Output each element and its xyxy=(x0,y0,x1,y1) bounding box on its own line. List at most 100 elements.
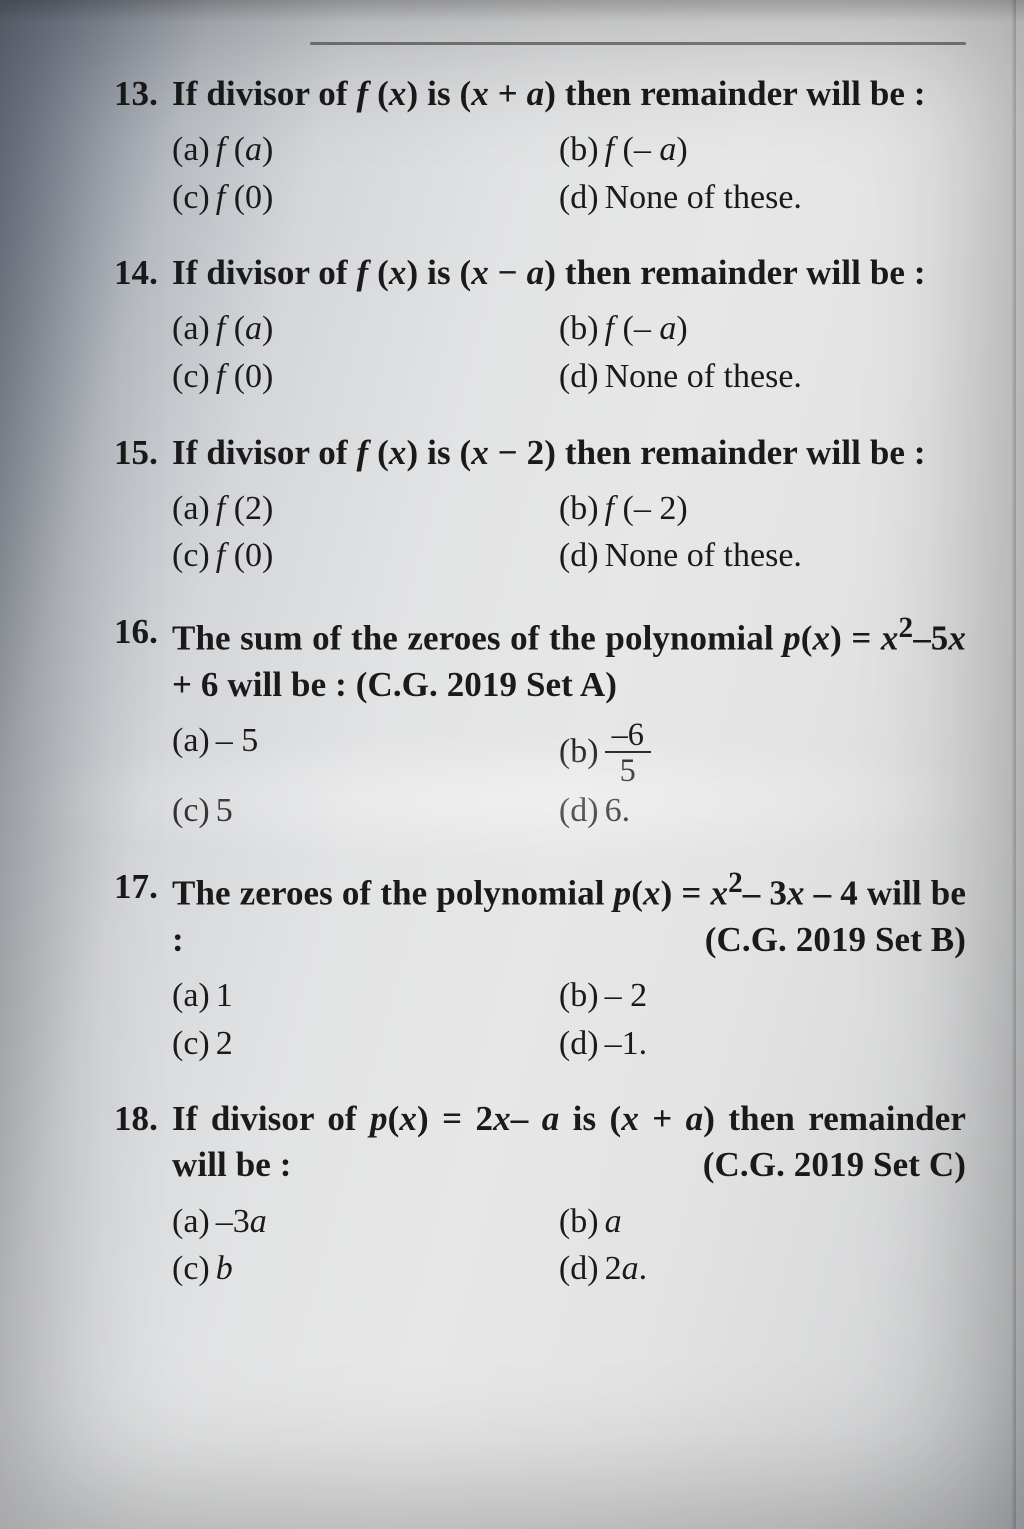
option-label: (b) xyxy=(559,1203,599,1240)
option: (b)f (– a) xyxy=(559,306,966,352)
question: 13. If divisor of f (x) is (x + a) then r… xyxy=(100,71,966,220)
question-stem: 18. If divisor of p(x) = 2x– a is (x + a)… xyxy=(100,1096,966,1188)
question-number: 18. xyxy=(100,1096,158,1142)
question-stem: 13. If divisor of f (x) is (x + a) then r… xyxy=(100,71,966,117)
option-label: (b) xyxy=(559,490,599,527)
option-label: (b) xyxy=(559,733,599,770)
option-text: f (2) xyxy=(216,490,274,527)
option-text: None of these. xyxy=(605,537,802,574)
option-text: f (– 2) xyxy=(605,490,688,527)
question-stem: 17. The zeroes of the polynomial p(x) = x… xyxy=(100,864,966,963)
option-list: (a)1(b)– 2(c)2(d)–1. xyxy=(172,973,966,1066)
question-number: 16. xyxy=(100,609,158,655)
question-text: If divisor of f (x) is (x − 2) then rema… xyxy=(172,430,966,476)
option: (c)f (0) xyxy=(172,354,549,400)
option-text: 2 xyxy=(216,1025,233,1062)
question-text: The zeroes of the polynomial p(x) = x2– … xyxy=(172,864,966,963)
option-label: (d) xyxy=(559,792,599,829)
option-label: (c) xyxy=(172,1250,210,1287)
option-text: f (0) xyxy=(216,537,274,574)
option: (d)None of these. xyxy=(559,175,966,221)
option-label: (a) xyxy=(172,977,210,1014)
option-text: None of these. xyxy=(605,179,802,216)
option-text: f (– a) xyxy=(605,310,688,347)
option: (b)–65 xyxy=(559,718,966,787)
option-list: (a)f (a)(b)f (– a)(c)f (0)(d)None of the… xyxy=(172,306,966,399)
page-top-rule xyxy=(310,42,966,45)
question-stem: 16. The sum of the zeroes of the polynomi… xyxy=(100,609,966,708)
page: 13. If divisor of f (x) is (x + a) then r… xyxy=(0,0,1024,1529)
option-text: a xyxy=(605,1203,622,1240)
option-label: (d) xyxy=(559,179,599,216)
option-text: f (– a) xyxy=(605,131,688,168)
option-text: b xyxy=(216,1250,233,1287)
question: 16. The sum of the zeroes of the polynomi… xyxy=(100,609,966,834)
option-text: None of these. xyxy=(605,358,802,395)
option-label: (c) xyxy=(172,179,210,216)
question-number: 13. xyxy=(100,71,158,117)
option-list: (a)–3a(b)a(c)b(d)2a. xyxy=(172,1199,966,1292)
option-label: (b) xyxy=(559,310,599,347)
option-text: 6. xyxy=(605,792,631,829)
option: (d)None of these. xyxy=(559,533,966,579)
question-number: 15. xyxy=(100,430,158,476)
question: 15. If divisor of f (x) is (x − 2) then r… xyxy=(100,430,966,579)
option: (a)f (a) xyxy=(172,127,549,173)
option-text: –65 xyxy=(605,733,651,770)
option-label: (d) xyxy=(559,537,599,574)
option: (d)6. xyxy=(559,788,966,834)
question: 17. The zeroes of the polynomial p(x) = x… xyxy=(100,864,966,1066)
option-text: – 5 xyxy=(216,722,259,759)
option: (c)2 xyxy=(172,1021,549,1067)
option: (b)f (– 2) xyxy=(559,486,966,532)
option-text: f (0) xyxy=(216,358,274,395)
option-text: 2a. xyxy=(605,1250,648,1287)
option: (a)1 xyxy=(172,973,549,1019)
option: (b)– 2 xyxy=(559,973,966,1019)
option-label: (a) xyxy=(172,310,210,347)
option: (d)–1. xyxy=(559,1021,966,1067)
question-number: 14. xyxy=(100,250,158,296)
option: (c)f (0) xyxy=(172,533,549,579)
option-label: (a) xyxy=(172,1203,210,1240)
question-stem: 15. If divisor of f (x) is (x − 2) then r… xyxy=(100,430,966,476)
question-number: 17. xyxy=(100,864,158,910)
option-label: (c) xyxy=(172,1025,210,1062)
option: (a)–3a xyxy=(172,1199,549,1245)
option-text: f (a) xyxy=(216,131,274,168)
option-label: (d) xyxy=(559,1025,599,1062)
option-label: (b) xyxy=(559,131,599,168)
option: (d)None of these. xyxy=(559,354,966,400)
option: (b)f (– a) xyxy=(559,127,966,173)
question-list: 13. If divisor of f (x) is (x + a) then r… xyxy=(100,71,966,1292)
option: (b)a xyxy=(559,1199,966,1245)
option-label: (c) xyxy=(172,792,210,829)
question: 18. If divisor of p(x) = 2x– a is (x + a)… xyxy=(100,1096,966,1291)
option-label: (d) xyxy=(559,358,599,395)
option-label: (a) xyxy=(172,490,210,527)
option-text: – 2 xyxy=(605,977,648,1014)
option-text: f (a) xyxy=(216,310,274,347)
question: 14.If divisor of f (x) is (x − a) then r… xyxy=(100,250,966,399)
option-label: (d) xyxy=(559,1250,599,1287)
option: (a)f (a) xyxy=(172,306,549,352)
option: (c)5 xyxy=(172,788,549,834)
option-label: (a) xyxy=(172,722,210,759)
question-text: The sum of the zeroes of the polynomial … xyxy=(172,609,966,708)
option-list: (a)– 5(b)–65(c)5(d)6. xyxy=(172,718,966,834)
option-label: (b) xyxy=(559,977,599,1014)
option-text: 5 xyxy=(216,792,233,829)
option-text: 1 xyxy=(216,977,233,1014)
option-text: –1. xyxy=(605,1025,648,1062)
option-text: f (0) xyxy=(216,179,274,216)
option: (c)f (0) xyxy=(172,175,549,221)
option: (a)f (2) xyxy=(172,486,549,532)
question-text: If divisor of p(x) = 2x– a is (x + a) th… xyxy=(172,1096,966,1188)
option-label: (a) xyxy=(172,131,210,168)
option-list: (a)f (2)(b)f (– 2)(c)f (0)(d)None of the… xyxy=(172,486,966,579)
question-stem: 14.If divisor of f (x) is (x − a) then r… xyxy=(100,250,966,296)
option-list: (a)f (a)(b)f (– a)(c)f (0)(d)None of the… xyxy=(172,127,966,220)
question-text: If divisor of f (x) is (x + a) then rema… xyxy=(172,71,966,117)
option-text: –3a xyxy=(216,1203,267,1240)
option-label: (c) xyxy=(172,537,210,574)
